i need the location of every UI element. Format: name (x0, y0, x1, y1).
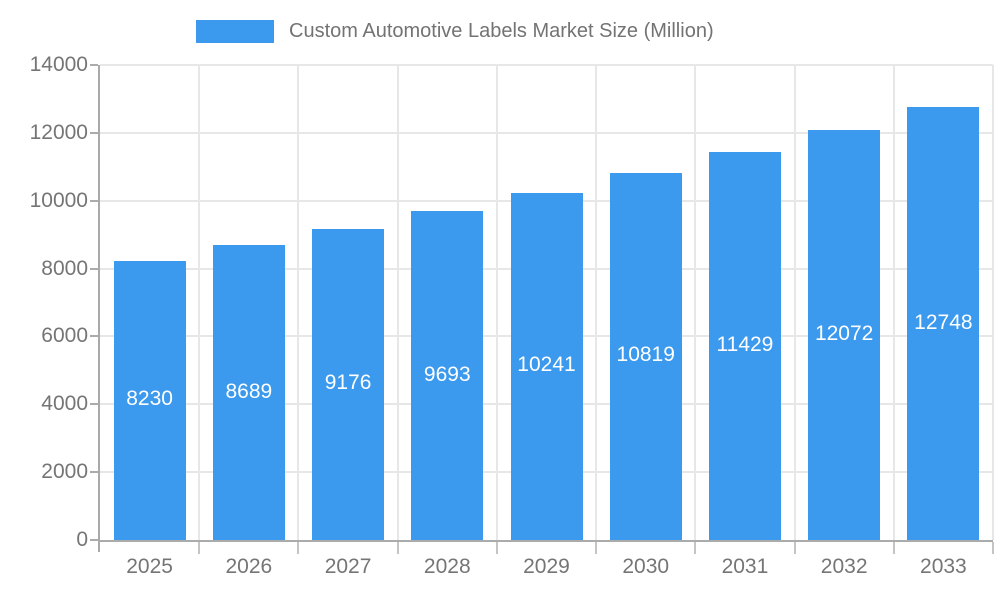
bar-value-label: 8230 (126, 387, 173, 411)
v-gridline (198, 65, 201, 540)
x-axis-tick (297, 542, 300, 554)
x-axis-tick (892, 542, 895, 554)
bar-2030 (609, 172, 682, 540)
v-gridline (892, 65, 895, 540)
y-axis-line (98, 65, 100, 552)
x-axis-tick (595, 542, 598, 554)
y-tick-label: 12000 (29, 120, 88, 144)
x-tick-label: 2027 (324, 555, 372, 578)
x-axis-labels: 2025 2026 2027 2028 2029 2030 2031 2032 2033 (100, 552, 993, 586)
x-axis-tick (694, 542, 697, 554)
y-tick-label: 0 (76, 528, 88, 551)
bar-2026 (212, 245, 285, 540)
chart-legend: Custom Automotive Labels Market Size (Mi… (196, 20, 714, 43)
x-tick-label: 2031 (721, 555, 769, 578)
x-axis-tick (495, 542, 498, 554)
bar-value-label: 12072 (814, 322, 874, 346)
bar-value-label: 9693 (423, 362, 471, 386)
x-tick-label: 2028 (423, 555, 471, 578)
v-gridline (595, 65, 598, 540)
y-axis-tick (90, 471, 98, 474)
v-gridline (297, 65, 300, 540)
y-axis-tick (90, 199, 98, 202)
bar-value-label: 9176 (324, 371, 372, 395)
bar-2032 (808, 130, 881, 540)
x-axis-line (98, 540, 993, 542)
x-axis-tick (992, 542, 994, 554)
y-axis-tick (90, 64, 98, 66)
bar-2033 (907, 107, 980, 540)
v-gridline (793, 65, 796, 540)
bar-2029 (510, 192, 583, 540)
legend-label: Custom Automotive Labels Market Size (Mi… (289, 20, 714, 42)
x-axis-tick (198, 542, 201, 554)
bar-value-label: 10819 (616, 343, 675, 367)
y-tick-label: 6000 (41, 324, 88, 348)
bar-2025 (113, 260, 186, 540)
y-tick-label: 4000 (41, 392, 88, 416)
plot-area: 8230 8689 9176 9693 10241 10819 11429 12072 1274… (90, 64, 994, 554)
h-gridline (100, 64, 993, 66)
v-gridline (992, 65, 994, 540)
x-tick-label: 2026 (225, 555, 273, 578)
bar-value-label: 10241 (517, 353, 576, 377)
x-axis-tick (396, 542, 399, 554)
bar-value-label: 12748 (914, 310, 973, 334)
x-tick-label: 2025 (126, 555, 173, 578)
y-axis-tick (90, 539, 98, 541)
bar-2031 (708, 152, 781, 540)
x-tick-label: 2032 (820, 555, 868, 578)
v-gridline (495, 65, 498, 540)
x-axis-tick (793, 542, 796, 554)
bar-2028 (411, 211, 484, 540)
y-axis-tick (90, 267, 98, 270)
v-gridline (396, 65, 399, 540)
h-gridline (100, 131, 993, 134)
v-gridline (694, 65, 697, 540)
x-tick-label: 2030 (622, 555, 670, 578)
y-axis-tick (90, 335, 98, 338)
bar-value-label: 8689 (225, 379, 273, 403)
y-tick-label: 8000 (41, 256, 88, 280)
bar-value-label: 11429 (716, 333, 774, 357)
y-axis-labels: 0 2000 4000 6000 8000 10000 12000 14000 (0, 53, 88, 551)
x-tick-label: 2029 (523, 555, 570, 578)
y-axis-tick (90, 131, 98, 134)
y-tick-label: 10000 (29, 188, 88, 212)
bar-2027 (312, 228, 385, 540)
y-axis-tick (90, 403, 98, 406)
x-tick-label: 2033 (920, 555, 967, 578)
y-tick-label: 2000 (41, 460, 88, 484)
y-tick-label: 14000 (29, 53, 88, 76)
legend-swatch (196, 20, 274, 43)
